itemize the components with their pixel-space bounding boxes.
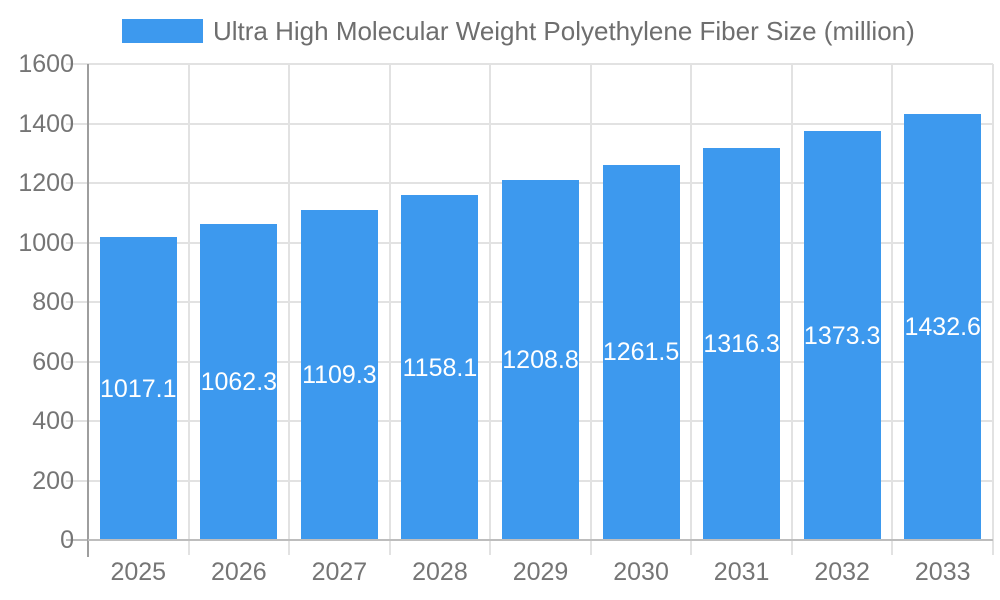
y-gridline [66,122,993,125]
x-gridline [288,64,291,555]
y-tick-label: 400 [32,407,74,435]
x-axis-baseline-overlay [88,539,993,541]
bar-value-label: 1158.1 [402,353,478,382]
bar[interactable]: 1017.1 [99,237,177,541]
chart-legend-item[interactable]: Ultra High Molecular Weight Polyethylene… [122,16,915,46]
bar-value-label: 1208.8 [502,346,579,375]
x-gridline [790,64,793,555]
y-tick-label: 1600 [18,50,74,78]
x-tick-label: 2025 [110,558,167,586]
y-tick-label: 200 [32,466,74,495]
y-tick-label: 1000 [18,228,74,257]
y-tick-label: 600 [32,347,74,376]
bar-value-label: 1261.5 [602,338,680,367]
bar-value-label: 1017.1 [100,374,177,403]
bar[interactable]: 1432.6 [904,113,982,541]
x-gridline [992,64,994,555]
legend-label: Ultra High Molecular Weight Polyethylene… [213,16,915,46]
x-gridline [589,64,592,555]
bar[interactable]: 1062.3 [200,223,278,541]
x-tick-label: 2033 [914,558,971,586]
x-tick-label: 2026 [211,558,267,586]
y-tick-label: 0 [60,526,74,554]
bar[interactable]: 1158.1 [401,195,479,541]
x-tick-label: 2027 [311,558,368,586]
x-tick-label: 2028 [412,558,468,586]
x-tick-label: 2031 [713,558,770,586]
bar[interactable]: 1316.3 [703,148,781,541]
y-tick-label: 1200 [18,169,74,197]
y-tick-label: 1400 [18,109,74,138]
y-tick-label: 800 [32,288,74,316]
x-gridline [891,64,894,555]
bar-value-label: 1432.6 [904,312,981,341]
x-tick-label: 2029 [512,558,569,586]
bar-value-label: 1373.3 [803,321,881,350]
bar[interactable]: 1208.8 [502,180,579,541]
x-gridline [690,64,693,555]
bar-value-label: 1316.3 [703,330,780,359]
y-gridline [66,63,993,65]
bar[interactable]: 1109.3 [300,209,378,541]
bar[interactable]: 1373.3 [803,131,881,541]
legend-swatch [122,19,203,43]
x-gridline [489,64,492,555]
y-axis-line [87,64,89,557]
x-tick-label: 2030 [613,558,669,586]
bar-value-label: 1109.3 [302,360,377,389]
bar-value-label: 1062.3 [200,367,278,396]
x-gridline [388,64,391,555]
x-gridline [187,64,190,555]
x-tick-label: 2032 [814,558,870,586]
bar[interactable]: 1261.5 [602,164,680,541]
